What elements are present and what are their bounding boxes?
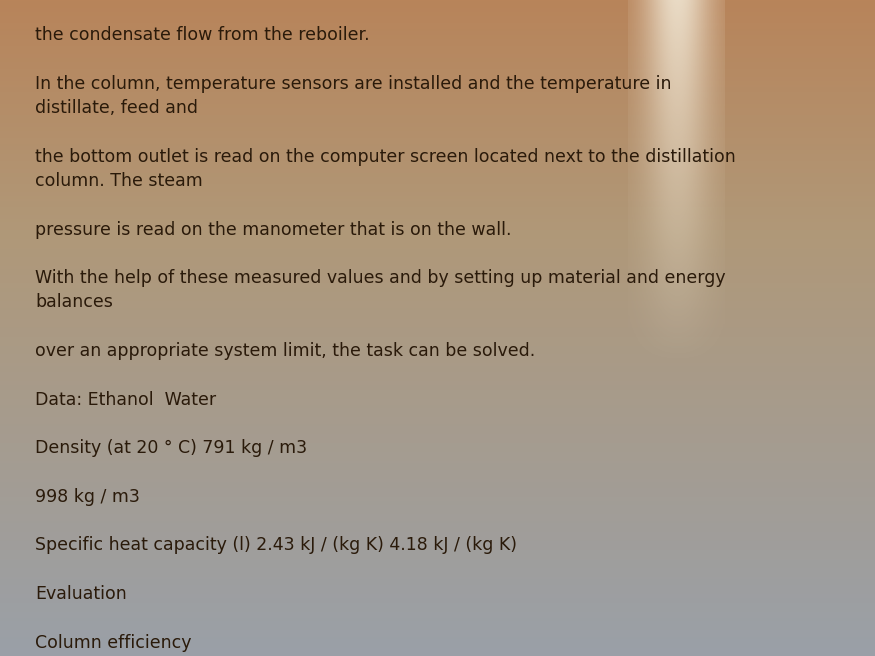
Text: With the help of these measured values and by setting up material and energy: With the help of these measured values a… — [35, 269, 725, 287]
Text: Evaluation: Evaluation — [35, 585, 127, 603]
Text: In the column, temperature sensors are installed and the temperature in: In the column, temperature sensors are i… — [35, 75, 671, 93]
Text: Specific heat capacity (l) 2.43 kJ / (kg K) 4.18 kJ / (kg K): Specific heat capacity (l) 2.43 kJ / (kg… — [35, 537, 517, 554]
Text: the bottom outlet is read on the computer screen located next to the distillatio: the bottom outlet is read on the compute… — [35, 148, 736, 166]
Text: balances: balances — [35, 293, 113, 312]
Text: pressure is read on the manometer that is on the wall.: pressure is read on the manometer that i… — [35, 220, 512, 239]
Text: Data: Ethanol  Water: Data: Ethanol Water — [35, 391, 216, 409]
Text: over an appropriate system limit, the task can be solved.: over an appropriate system limit, the ta… — [35, 342, 536, 360]
Text: Column efficiency: Column efficiency — [35, 634, 192, 651]
Text: distillate, feed and: distillate, feed and — [35, 99, 198, 117]
Text: column. The steam: column. The steam — [35, 172, 203, 190]
Text: Density (at 20 ° C) 791 kg / m3: Density (at 20 ° C) 791 kg / m3 — [35, 440, 307, 457]
Text: 998 kg / m3: 998 kg / m3 — [35, 488, 140, 506]
Text: the condensate flow from the reboiler.: the condensate flow from the reboiler. — [35, 26, 369, 44]
